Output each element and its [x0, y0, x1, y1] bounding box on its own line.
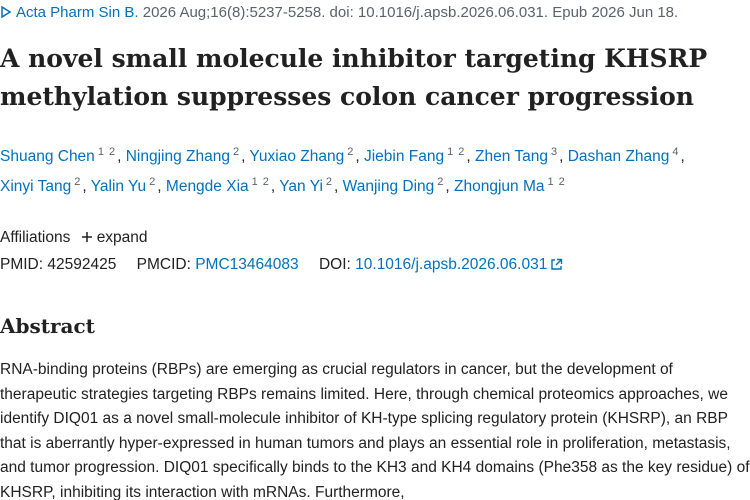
affiliation-ref[interactable]: 2: [262, 175, 269, 188]
doi-link[interactable]: 10.1016/j.apsb.2026.06.031: [355, 256, 548, 273]
affiliation-ref[interactable]: 2: [558, 175, 565, 188]
affiliation-ref[interactable]: 2: [232, 146, 240, 158]
affiliation-ref[interactable]: 2: [458, 146, 465, 158]
author-name[interactable]: Wanjing Ding: [342, 177, 435, 195]
author-name[interactable]: Ningjing Zhang: [125, 148, 230, 165]
author: Yuxiao Zhang 2,: [249, 146, 360, 165]
author: Zhongjun Ma 1 2: [454, 175, 567, 195]
affiliation-ref[interactable]: 1: [547, 175, 554, 188]
citation: Acta Pharm Sin B. 2026 Aug;16(8):5237-52…: [0, 4, 678, 21]
author: Dashan Zhang 4,: [567, 146, 685, 165]
author-separator: ,: [241, 148, 246, 165]
doi-label: DOI:: [318, 256, 351, 273]
author-separator: ,: [334, 177, 339, 195]
author: Yan Yi 2,: [279, 175, 339, 195]
author-name[interactable]: Yuxiao Zhang: [249, 148, 345, 165]
author-separator: ,: [445, 177, 450, 195]
abstract-heading: Abstract: [0, 314, 95, 338]
author: Mengde Xia 1 2,: [165, 175, 276, 195]
affiliation-ref[interactable]: 2: [325, 175, 333, 188]
author-separator: ,: [82, 177, 87, 195]
pmid-label: PMID:: [0, 256, 44, 273]
affiliation-ref[interactable]: 1: [251, 175, 258, 188]
author-separator: ,: [157, 177, 162, 195]
author: Ningjing Zhang 2,: [125, 146, 246, 165]
author-separator: ,: [466, 148, 471, 165]
affiliation-ref[interactable]: 1: [97, 146, 104, 158]
journal-icon: [1, 5, 12, 19]
affiliations-toggle[interactable]: expand: [81, 229, 148, 246]
author: Zhen Tang 3,: [474, 146, 564, 165]
affiliation-ref[interactable]: 3: [550, 146, 558, 158]
author-name[interactable]: Mengde Xia: [165, 177, 249, 195]
author-separator: ,: [680, 148, 685, 165]
author-name[interactable]: Yalin Yu: [90, 177, 147, 195]
author-name[interactable]: Xinyi Tang: [0, 177, 72, 195]
author-list: Shuang Chen 1 2, Ningjing Zhang 2, Yuxiao Z…: [0, 140, 720, 199]
external-link-icon: [551, 258, 563, 270]
abstract-text: RNA-binding proteins (RBPs) are emerging…: [0, 361, 750, 500]
article-title: A novel small molecule inhibitor targeti…: [0, 44, 708, 111]
affiliation-ref[interactable]: 4: [672, 146, 679, 158]
author-name[interactable]: Zhongjun Ma: [454, 177, 545, 195]
author-separator: ,: [270, 177, 276, 195]
pmid: 42592425: [47, 256, 117, 273]
pmcid-label: PMCID:: [136, 256, 191, 273]
affiliation-ref[interactable]: 2: [437, 175, 444, 188]
author-name[interactable]: Jiebin Fang: [363, 148, 445, 165]
author-separator: ,: [355, 148, 360, 165]
affiliation-ref[interactable]: 2: [74, 175, 81, 188]
journal-link[interactable]: Acta Pharm Sin B.: [16, 4, 139, 21]
affiliation-ref[interactable]: 2: [108, 146, 116, 158]
author: Xinyi Tang 2,: [0, 175, 87, 195]
pmcid-link[interactable]: PMC13464083: [195, 256, 299, 273]
affiliation-ref[interactable]: 2: [347, 146, 354, 158]
affiliations-label: Affiliations: [0, 229, 71, 246]
author-name[interactable]: Zhen Tang: [474, 148, 548, 165]
author-name[interactable]: Yan Yi: [279, 177, 323, 195]
affiliations: Affiliations expand: [0, 229, 148, 247]
author-separator: ,: [117, 148, 122, 165]
author-name[interactable]: Dashan Zhang: [567, 148, 670, 165]
author-separator: ,: [559, 148, 564, 165]
toggle-text: expand: [96, 229, 148, 246]
author: Shuang Chen 1 2,: [0, 146, 122, 165]
citation-details: 2026 Aug;16(8):5237-5258. doi: 10.1016/j…: [142, 4, 679, 21]
author: Yalin Yu 2,: [90, 175, 162, 195]
author: Jiebin Fang 1 2,: [363, 146, 471, 165]
affiliation-ref[interactable]: 1: [447, 146, 454, 158]
plus-icon: [81, 232, 92, 242]
author-name[interactable]: Shuang Chen: [0, 148, 95, 165]
affiliation-ref[interactable]: 2: [149, 175, 156, 188]
identifiers: PMID: 42592425 PMCID: PMC13464083 DOI: 1…: [0, 256, 563, 274]
author: Wanjing Ding 2,: [342, 175, 450, 195]
